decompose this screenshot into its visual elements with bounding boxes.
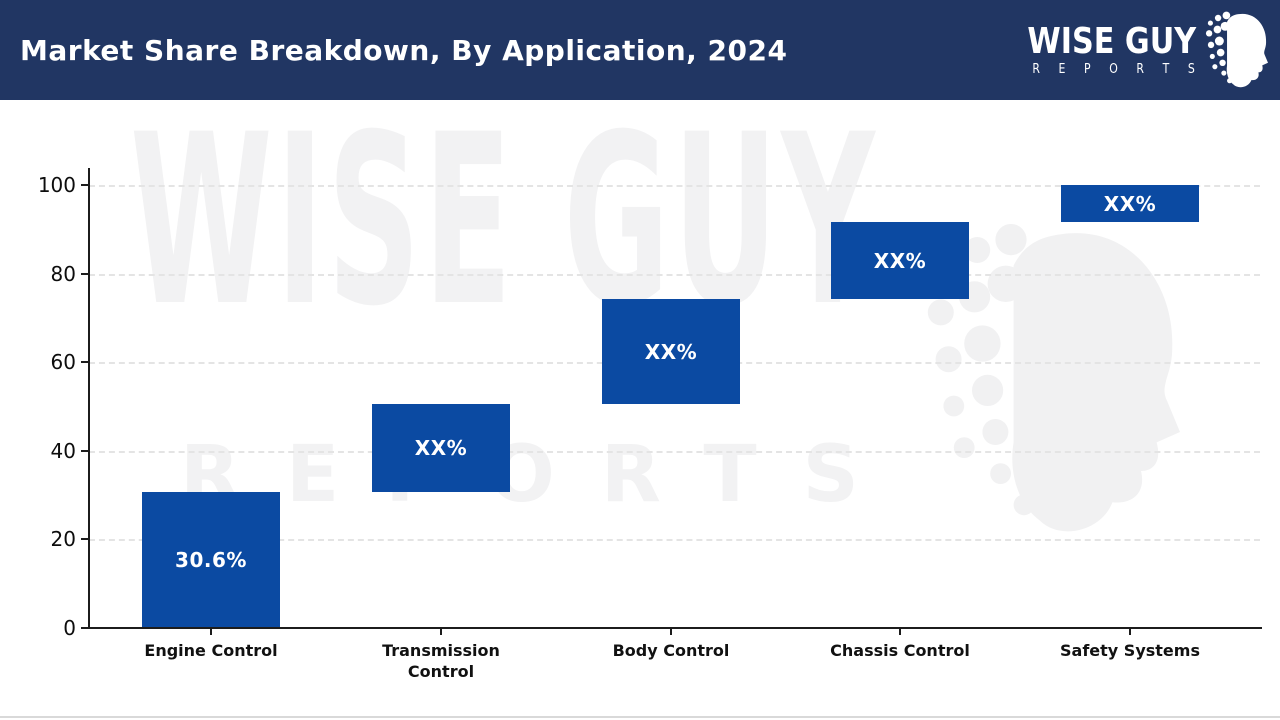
x-tick-label-engine-control: Engine Control bbox=[144, 641, 278, 660]
y-axis-spine bbox=[88, 168, 90, 628]
x-tick-label-chassis-control: Chassis Control bbox=[830, 641, 970, 660]
y-tick-label-80: 80 bbox=[50, 261, 76, 286]
bar-value-label-engine-control: 30.6% bbox=[175, 548, 247, 573]
bar-transmission-control: XX% bbox=[372, 404, 510, 493]
y-tick-mark-20 bbox=[81, 538, 89, 541]
x-tick-label-body-control: Body Control bbox=[612, 641, 730, 660]
gridline-20 bbox=[89, 539, 1260, 542]
gridline-80 bbox=[89, 273, 1260, 276]
bar-value-label-body-control: XX% bbox=[644, 339, 698, 364]
x-tick-mark-transmission-control bbox=[440, 629, 442, 635]
y-tick-mark-100 bbox=[81, 184, 89, 186]
logo-wordmark: WISE GUY bbox=[1026, 21, 1196, 62]
y-tick-label-0: 0 bbox=[63, 616, 76, 640]
y-tick-mark-0 bbox=[81, 627, 89, 629]
bar-chassis-control: XX% bbox=[831, 222, 969, 300]
logo-face-icon bbox=[1205, 11, 1268, 88]
watermark-subtitle: REPORTS bbox=[180, 430, 905, 520]
footer-divider bbox=[0, 716, 1280, 718]
x-axis-spine bbox=[88, 627, 1262, 629]
gridline-40 bbox=[89, 450, 1260, 453]
logo-text: WISE GUY R E P O R T S bbox=[1026, 21, 1202, 78]
bar-safety-systems: XX% bbox=[1061, 185, 1199, 223]
x-tick-label-transmission-control: Transmission Control bbox=[382, 641, 500, 681]
y-tick-label-40: 40 bbox=[50, 438, 76, 463]
header-bar: Market Share Breakdown, By Application, … bbox=[0, 0, 1280, 100]
logo-subtitle: R E P O R T S bbox=[1032, 62, 1202, 77]
y-tick-mark-80 bbox=[81, 272, 89, 275]
wise-guy-reports-logo: WISE GUY R E P O R T S bbox=[994, 8, 1268, 92]
bar-engine-control: 30.6% bbox=[142, 492, 280, 628]
y-tick-label-100: 100 bbox=[37, 173, 76, 197]
bar-value-label-chassis-control: XX% bbox=[873, 248, 927, 273]
bar-value-label-transmission-control: XX% bbox=[414, 436, 468, 461]
plot-area: WISE GUY REPORTS 0 20 40 60 80 100 30.6% XX% XX%… bbox=[0, 85, 1280, 716]
gridline-100 bbox=[89, 185, 1260, 187]
x-tick-label-safety-systems: Safety Systems bbox=[1060, 641, 1200, 660]
y-tick-mark-60 bbox=[81, 361, 89, 364]
chart-title: Market Share Breakdown, By Application, … bbox=[20, 33, 788, 67]
bar-value-label-safety-systems: XX% bbox=[1103, 191, 1157, 216]
x-tick-mark-engine-control bbox=[210, 629, 212, 635]
y-tick-label-60: 60 bbox=[50, 350, 76, 375]
y-tick-mark-40 bbox=[81, 449, 89, 452]
y-tick-label-20: 20 bbox=[50, 527, 76, 552]
x-tick-mark-body-control bbox=[670, 629, 672, 635]
x-tick-mark-chassis-control bbox=[899, 629, 901, 635]
x-tick-mark-safety-systems bbox=[1129, 629, 1131, 635]
bar-body-control: XX% bbox=[602, 299, 740, 405]
watermark-wordmark: WISE GUY bbox=[130, 85, 879, 358]
